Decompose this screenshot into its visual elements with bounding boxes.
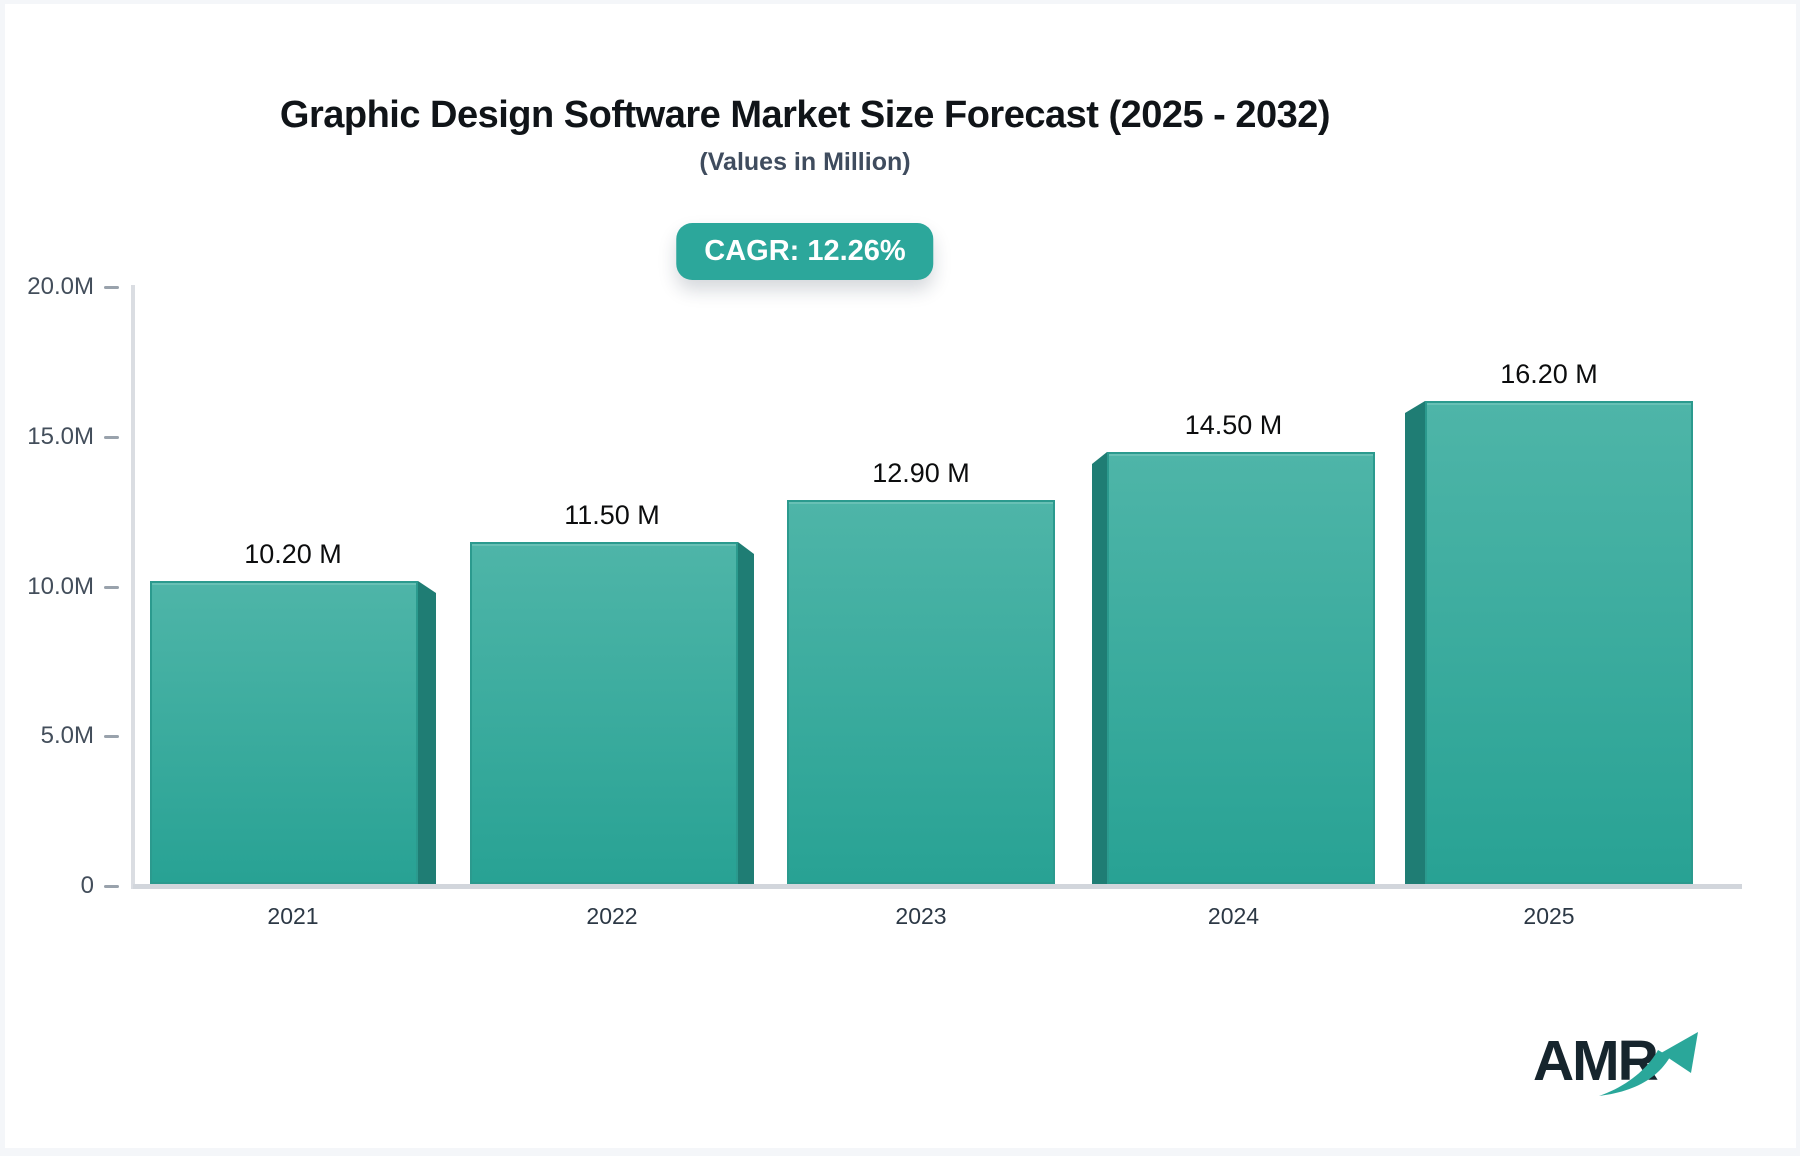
cagr-badge: CAGR: 12.26% (676, 223, 934, 280)
y-axis-tick-mark (104, 286, 119, 289)
y-axis-tick-label: 5.0M (40, 722, 94, 749)
bar-value-label: 16.20 M (1500, 359, 1598, 389)
bar-3d-side (418, 581, 436, 884)
bar-value-label: 10.20 M (244, 539, 342, 569)
x-axis-label: 2023 (895, 903, 947, 929)
bar-value-label: 14.50 M (1184, 410, 1283, 440)
bar (1425, 401, 1693, 884)
y-axis-line (131, 285, 135, 889)
x-axis-label: 2021 (267, 903, 319, 929)
chart-header: Graphic Design Software Market Size Fore… (0, 0, 1610, 300)
bar-3d-side (738, 542, 754, 884)
bar-3d-side (1405, 401, 1425, 884)
bar (150, 581, 418, 884)
y-axis-tick-label: 10.0M (27, 573, 94, 600)
bar-value-label: 11.50 M (564, 500, 660, 530)
x-axis-label: 2025 (1523, 903, 1575, 929)
y-axis-tick-label: 20.0M (27, 273, 94, 300)
x-axis-label: 2024 (1207, 903, 1260, 929)
y-axis-tick-mark (104, 735, 119, 738)
x-axis-label: 2022 (586, 903, 638, 929)
y-axis-tick-mark (104, 436, 119, 439)
x-axis-baseline (133, 884, 1742, 889)
y-axis-tick-label: 0 (80, 872, 94, 899)
chart-title: Graphic Design Software Market Size Fore… (279, 94, 1331, 136)
bar-value-label: 12.90 M (872, 458, 970, 488)
y-axis-tick-label: 15.0M (27, 423, 94, 450)
y-axis-tick-mark (104, 885, 119, 888)
bar-3d-side (1092, 452, 1107, 884)
chart-subtitle: (Values in Million) (699, 148, 911, 176)
y-axis-tick-mark (104, 586, 119, 589)
bar (787, 500, 1055, 884)
amr-logo: AMR (1533, 1028, 1713, 1104)
growth-arrow-icon (1599, 1032, 1698, 1096)
bar (470, 542, 738, 884)
bar (1107, 452, 1375, 884)
